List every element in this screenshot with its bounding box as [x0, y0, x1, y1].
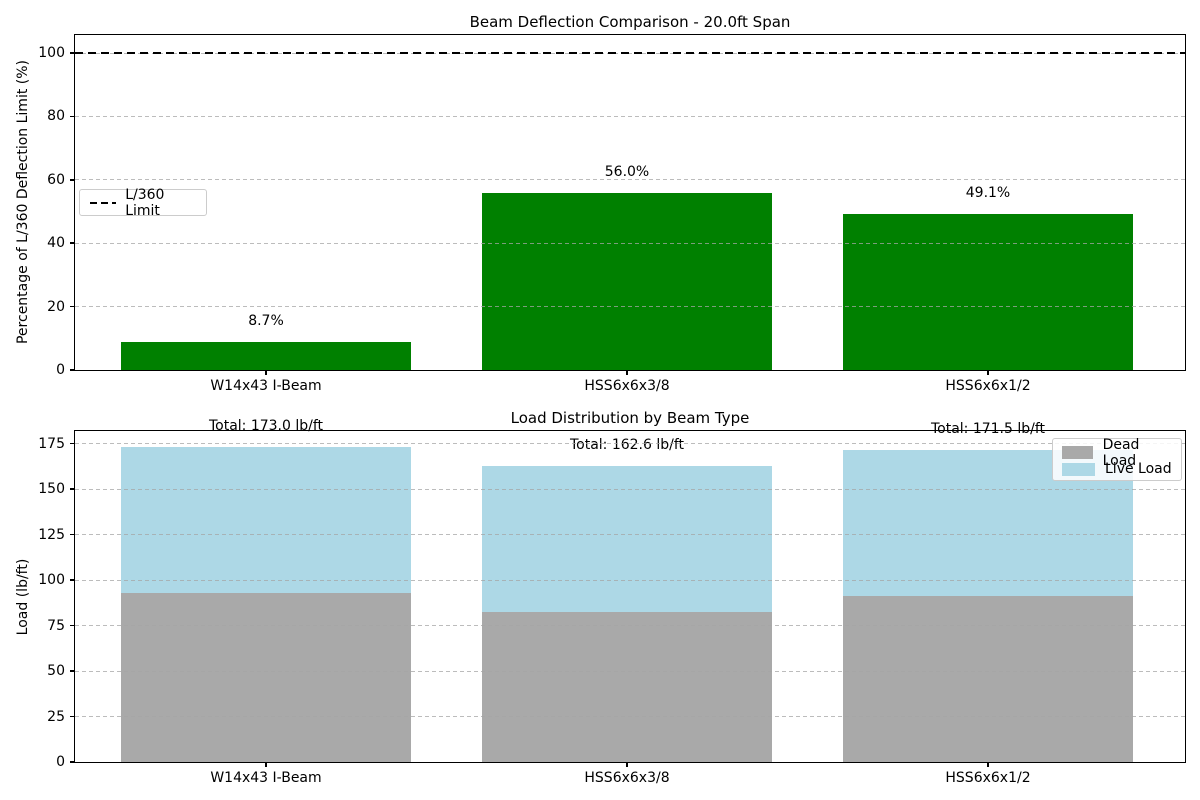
y-tick	[70, 579, 74, 581]
y-tick-label: 75	[47, 617, 65, 634]
gridline	[75, 115, 1185, 117]
y-tick	[70, 442, 74, 445]
legend-row-dead-load: Dead Load	[1062, 437, 1172, 469]
legend-label: L/360 Limit	[125, 186, 165, 219]
y-tick-label: 150	[38, 481, 65, 498]
y-tick	[70, 533, 74, 536]
load-legend: Dead Load Live Load	[1052, 437, 1182, 481]
x-tick	[265, 763, 267, 767]
y-tick-label: 0	[56, 362, 65, 378]
y-tick-label: 80	[47, 108, 65, 125]
x-tick-label: HSS6x6x3/8	[584, 770, 670, 786]
total-label: Total: 171.5 lb/ft	[930, 421, 1046, 438]
x-tick	[987, 371, 989, 375]
deflection-bar	[482, 192, 772, 370]
live-load-bar-segment	[121, 447, 411, 593]
y-tick-label: 175	[38, 435, 65, 452]
bar-value-label: 56.0%	[604, 163, 650, 180]
x-tick	[265, 371, 267, 375]
load-plot-area: Dead Load Live Load Total: 173.0 lb/ft To…	[38, 418, 1186, 786]
y-tick	[70, 715, 74, 718]
y-tick	[70, 369, 74, 371]
gridline	[75, 306, 1185, 308]
y-tick	[70, 624, 74, 627]
y-tick	[70, 305, 74, 308]
dead-load-bar-segment	[843, 595, 1133, 762]
y-tick-label: 125	[38, 526, 65, 543]
x-tick	[626, 763, 628, 767]
x-tick	[987, 763, 989, 767]
gridline	[75, 443, 1185, 445]
load-chart-title: Load Distribution by Beam Type	[510, 409, 750, 427]
y-tick-label: 50	[47, 663, 65, 680]
deflection-bar	[843, 214, 1133, 370]
gridline	[75, 716, 1185, 718]
total-label: Total: 162.6 lb/ft	[569, 437, 685, 454]
y-tick-label: 40	[47, 235, 65, 252]
y-tick	[70, 179, 74, 181]
y-tick	[70, 761, 74, 763]
x-tick-label: HSS6x6x3/8	[584, 378, 670, 394]
gridline	[75, 488, 1185, 490]
l360-limit-line	[75, 52, 1185, 55]
y-tick	[70, 115, 74, 118]
legend-label: Dead Load	[1102, 436, 1140, 469]
y-tick-label: 20	[47, 298, 65, 315]
deflection-chart-title: Beam Deflection Comparison - 20.0ft Span	[469, 13, 791, 31]
y-tick	[70, 488, 74, 490]
gridline	[75, 670, 1185, 672]
y-tick-label: 100	[38, 45, 65, 62]
bar-value-label: 8.7%	[248, 313, 284, 330]
legend-row-live-load: Live Load	[1062, 461, 1172, 477]
y-tick-label: 100	[38, 572, 65, 589]
bar-value-label: 49.1%	[965, 185, 1011, 202]
legend-label: Live Load	[1105, 461, 1172, 477]
dashed-line-swatch	[90, 201, 117, 204]
gridline	[75, 579, 1185, 581]
dead-load-bar-segment	[121, 592, 411, 762]
x-tick	[626, 371, 628, 375]
gridline	[75, 179, 1185, 181]
x-tick-label: W14x43 I-Beam	[210, 378, 322, 394]
y-tick	[70, 242, 74, 244]
l360-limit-legend: L/360 Limit	[79, 186, 207, 219]
y-tick-label: 25	[47, 708, 65, 725]
live-load-bar-segment	[482, 466, 772, 612]
gridline	[75, 625, 1185, 627]
live-load-swatch	[1062, 462, 1095, 476]
deflection-plot-area: L/360 Limit 8.7% 56.0% 49.1% 0 20 40 60 80 100 W1…	[38, 34, 1186, 394]
dead-load-bar-segment	[482, 611, 772, 762]
dead-load-swatch	[1062, 446, 1093, 459]
y-tick	[70, 52, 74, 54]
x-tick-label: HSS6x6x1/2	[945, 770, 1031, 786]
deflection-bar	[121, 342, 411, 370]
y-tick-label: 0	[56, 754, 65, 770]
y-tick-label: 60	[47, 171, 65, 188]
gridline	[75, 534, 1185, 536]
y-tick	[70, 670, 74, 672]
x-tick-label: HSS6x6x1/2	[945, 378, 1031, 394]
total-label: Total: 173.0 lb/ft	[208, 418, 324, 435]
gridline	[75, 242, 1185, 244]
x-tick-label: W14x43 I-Beam	[210, 770, 322, 786]
